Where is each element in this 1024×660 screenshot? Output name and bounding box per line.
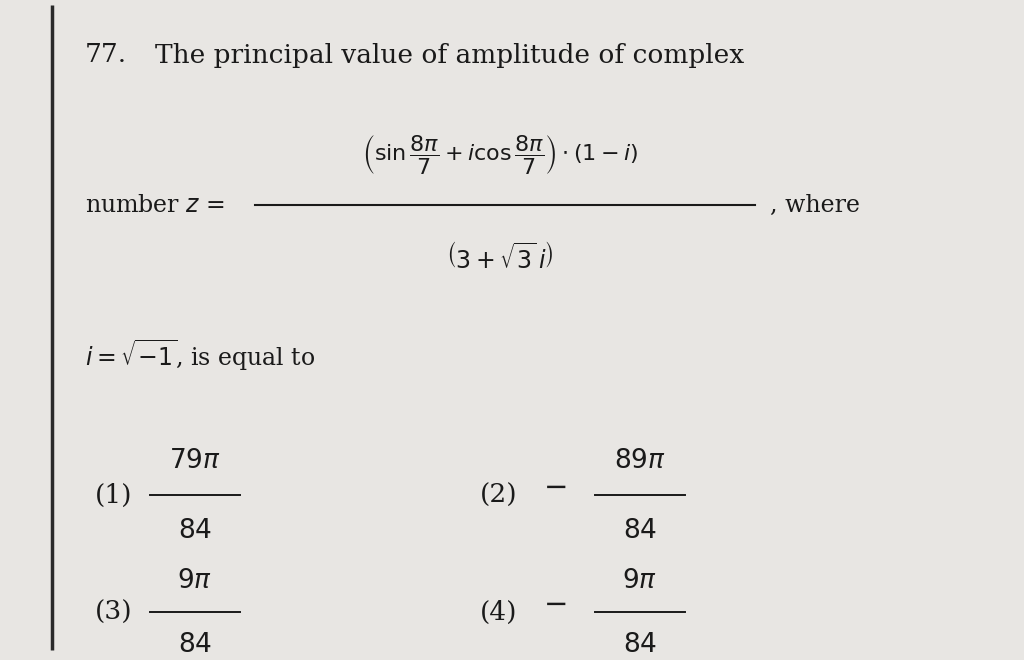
Text: (4): (4) [480, 599, 517, 624]
Text: (1): (1) [95, 482, 132, 508]
Text: $79\pi$: $79\pi$ [169, 447, 221, 473]
Text: number $z$ =: number $z$ = [85, 193, 225, 216]
Text: $84$: $84$ [178, 517, 212, 543]
Text: $84$: $84$ [623, 517, 657, 543]
Text: $9\pi$: $9\pi$ [177, 568, 213, 593]
Text: (3): (3) [95, 599, 133, 624]
Text: $84$: $84$ [623, 632, 657, 657]
Text: The principal value of amplitude of complex: The principal value of amplitude of comp… [155, 42, 744, 67]
Text: $-$: $-$ [544, 473, 566, 501]
Text: $84$: $84$ [178, 632, 212, 657]
Text: $9\pi$: $9\pi$ [623, 568, 657, 593]
Text: , where: , where [770, 193, 860, 216]
Text: $-$: $-$ [544, 590, 566, 618]
Text: $89\pi$: $89\pi$ [614, 447, 666, 473]
Text: $\left(\sin\dfrac{8\pi}{7}+i\cos\dfrac{8\pi}{7}\right)\cdot(1-i)$: $\left(\sin\dfrac{8\pi}{7}+i\cos\dfrac{8… [361, 133, 638, 176]
Text: (2): (2) [480, 482, 517, 508]
Text: $\left(3+\sqrt{3}\,i\right)$: $\left(3+\sqrt{3}\,i\right)$ [446, 242, 554, 273]
Text: 77.: 77. [85, 42, 127, 67]
Text: $i=\sqrt{-1}$, is equal to: $i=\sqrt{-1}$, is equal to [85, 337, 315, 373]
